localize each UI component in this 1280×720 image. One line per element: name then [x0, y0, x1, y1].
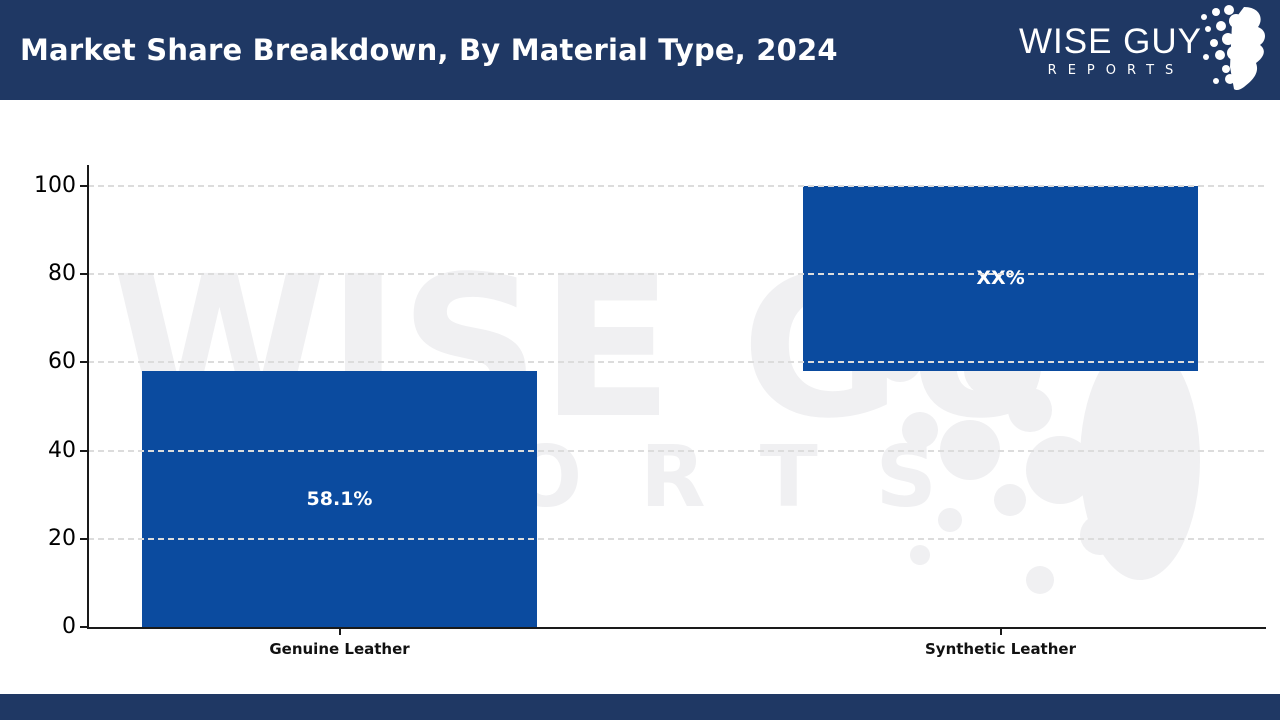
brand-wordmark: WISE GUY — [1018, 22, 1202, 61]
gridline — [88, 273, 1264, 276]
y-tick-label: 60 — [48, 349, 76, 375]
y-tick-mark — [80, 361, 88, 364]
bar-synthetic-leather: XX% — [803, 186, 1198, 371]
gridline — [88, 449, 1264, 452]
brand-subtext: REPORTS — [1047, 63, 1185, 78]
y-tick-label: 40 — [48, 437, 76, 463]
x-category-label: Genuine Leather — [269, 640, 410, 658]
bar-genuine-leather: 58.1% — [142, 370, 537, 627]
gridline — [88, 185, 1264, 187]
footer-bar — [0, 694, 1280, 720]
plot-area: 58.1% XX% — [88, 185, 1264, 627]
bar-value-label: XX% — [976, 267, 1025, 290]
y-tick-label: 100 — [34, 173, 76, 198]
y-tick-mark — [80, 626, 88, 628]
gridline — [88, 361, 1264, 364]
page-title: Market Share Breakdown, By Material Type… — [20, 33, 838, 67]
y-tick-mark — [80, 185, 88, 187]
y-tick-mark — [80, 449, 88, 452]
x-tick-mark — [999, 629, 1002, 635]
y-tick-mark — [80, 537, 88, 540]
y-tick-label: 0 — [62, 614, 76, 639]
y-tick-label: 20 — [48, 525, 76, 551]
x-category-label: Synthetic Leather — [925, 640, 1076, 658]
brand-logo-text: WISE GUY REPORTS — [1019, 22, 1202, 78]
bar-value-label: 58.1% — [306, 487, 373, 510]
x-tick-mark — [338, 629, 341, 635]
gridline — [88, 537, 1264, 540]
x-axis-spine — [87, 627, 1266, 629]
y-axis-spine — [87, 165, 89, 629]
logo-face-dots-icon — [1196, 5, 1266, 95]
brand-logo: WISE GUY REPORTS — [1019, 5, 1266, 95]
y-tick-mark — [80, 273, 88, 276]
header-bar: Market Share Breakdown, By Material Type… — [0, 0, 1280, 100]
y-tick-label: 80 — [48, 261, 76, 287]
